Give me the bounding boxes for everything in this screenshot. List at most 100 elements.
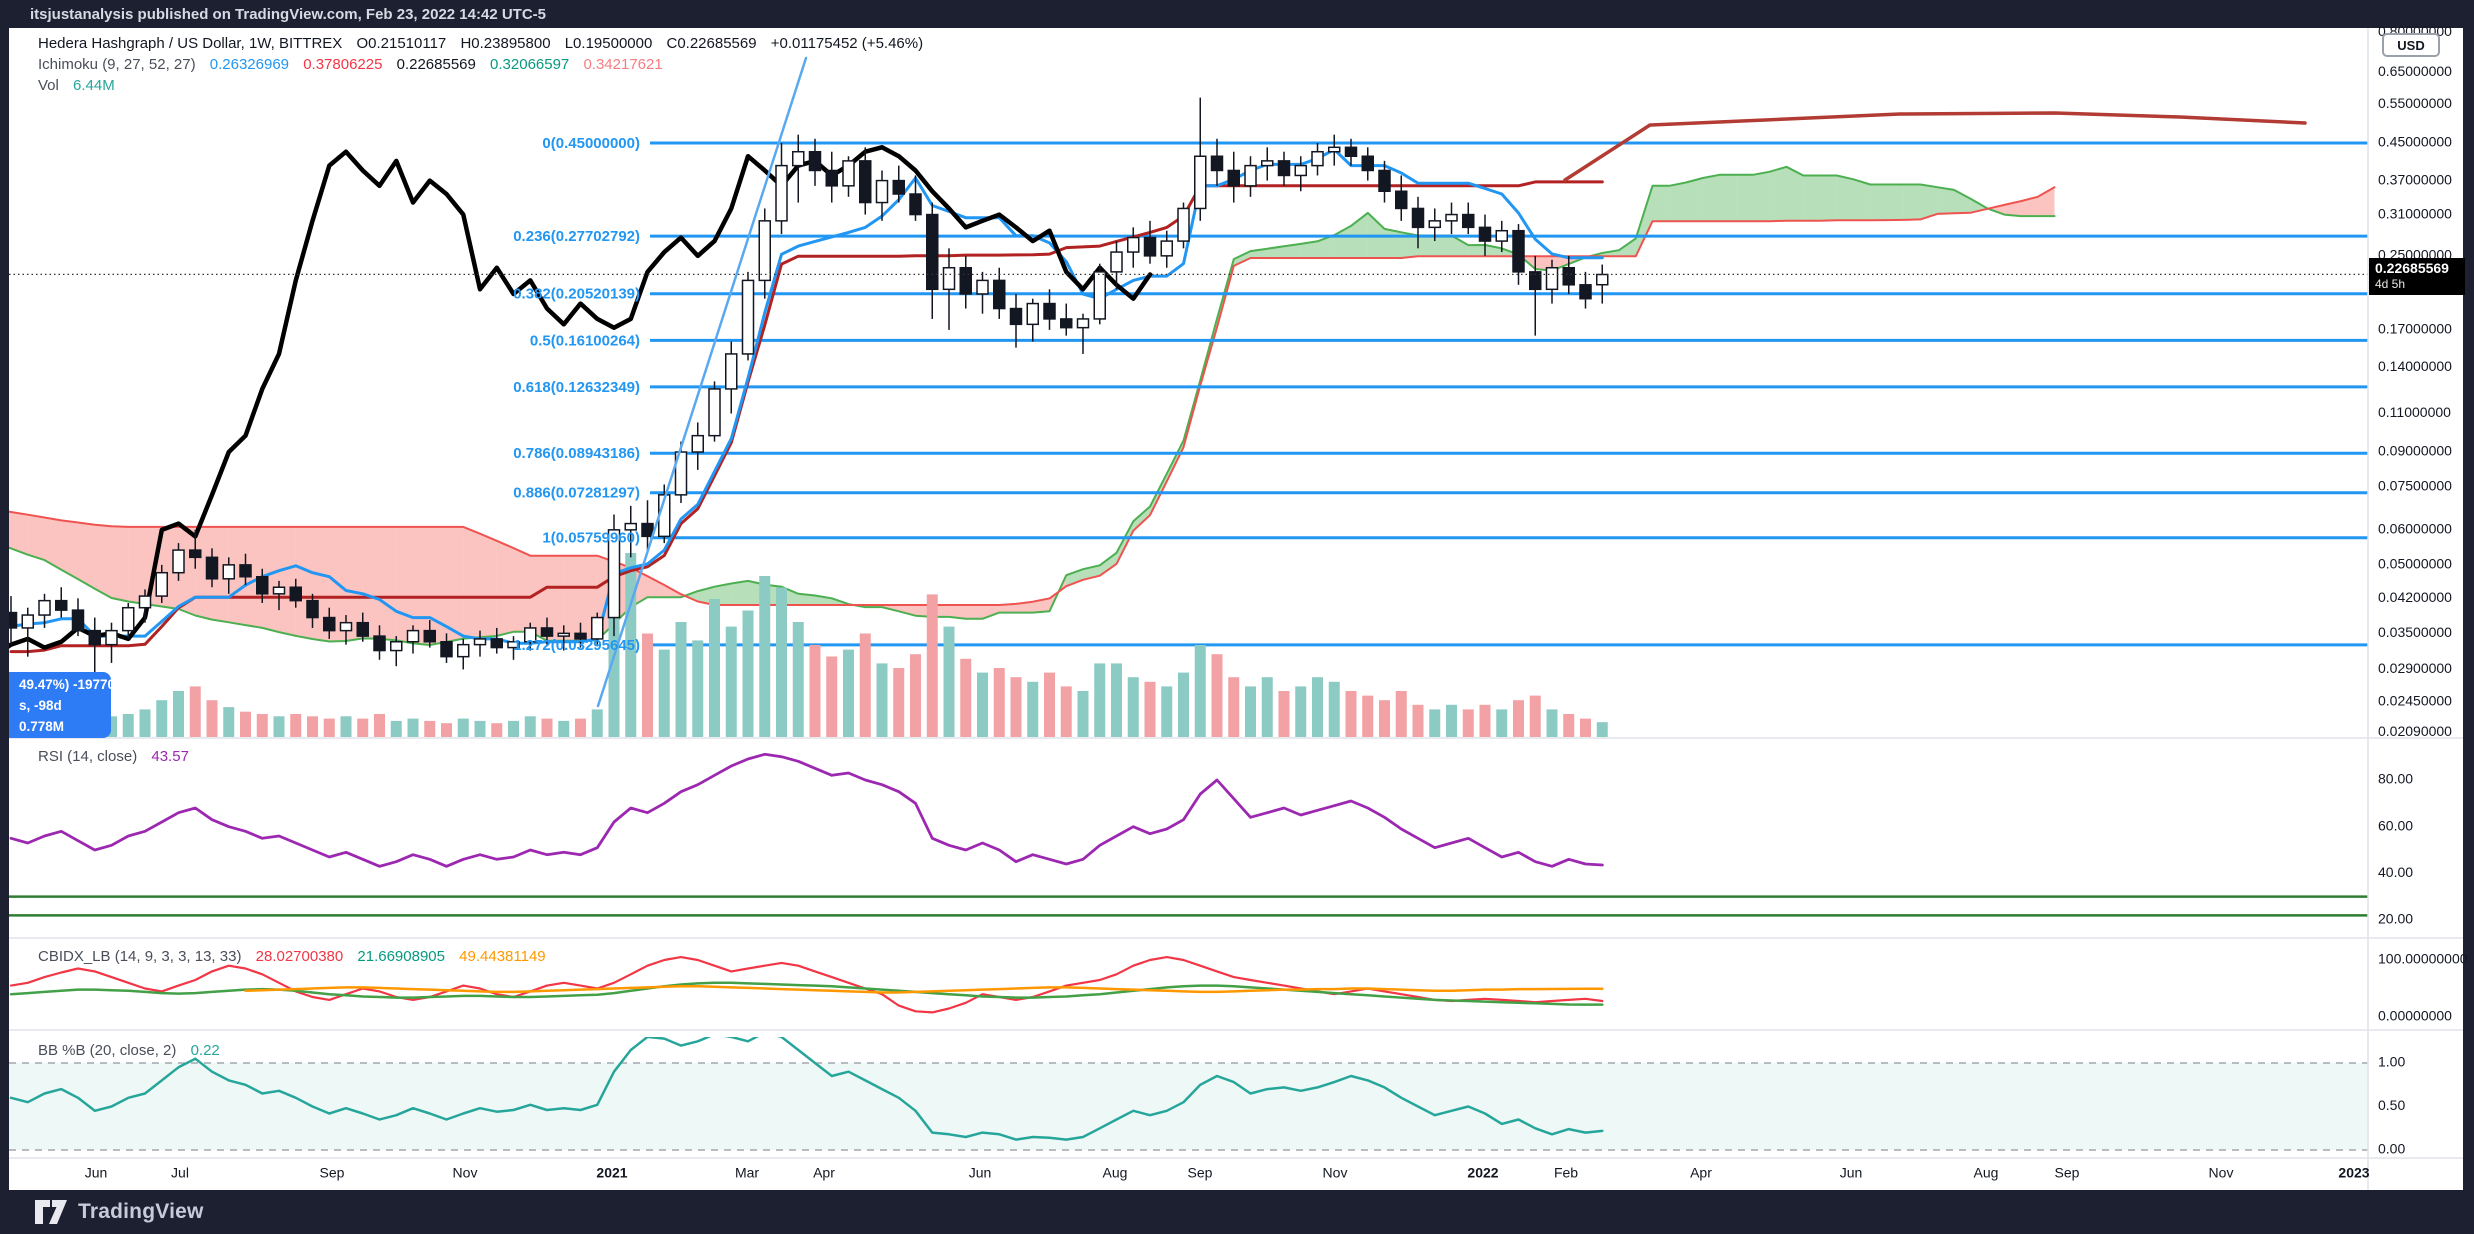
volume-value: 6.44M bbox=[73, 77, 115, 94]
main-pane[interactable] bbox=[0, 56, 2368, 737]
candle-up bbox=[1093, 271, 1106, 320]
candle-down bbox=[205, 556, 219, 580]
symbol-title[interactable]: Hedera Hashgraph / US Dollar, 1W, BITTRE… bbox=[38, 35, 343, 52]
candle-up bbox=[1026, 302, 1039, 326]
rsi-pane[interactable] bbox=[9, 752, 2368, 917]
ohlc-open: O0.21510117 bbox=[356, 35, 447, 52]
price-scale[interactable] bbox=[2368, 28, 2463, 1158]
fib-level-label: 0.886(0.07281297) bbox=[513, 485, 640, 502]
candle-up bbox=[1261, 160, 1274, 167]
ichimoku-cloud-green bbox=[1920, 184, 1938, 220]
candle-down bbox=[1277, 160, 1291, 177]
cbidx-label[interactable]: CBIDX_LB (14, 9, 3, 3, 13, 33) bbox=[38, 948, 242, 965]
date-price-range-tool[interactable]: 49.47%) -197700 s, -98d 0.778M bbox=[9, 672, 111, 738]
ichimoku-row[interactable]: Ichimoku (9, 27, 52, 27) 0.26326969 0.37… bbox=[38, 54, 923, 75]
rsi-legend[interactable]: RSI (14, close) 43.57 bbox=[38, 748, 189, 765]
volume-bar bbox=[273, 716, 285, 737]
candle-down bbox=[1210, 155, 1224, 172]
tradingview-logo-icon[interactable] bbox=[34, 1199, 68, 1225]
volume-bar bbox=[457, 718, 469, 737]
fib-level-label: 0.786(0.08943186) bbox=[513, 445, 640, 462]
footer-bar: TradingView bbox=[0, 1190, 2474, 1234]
volume-bar bbox=[323, 718, 335, 737]
candle-down bbox=[440, 641, 453, 658]
ichimoku-cloud-red bbox=[413, 526, 430, 645]
volume-bar bbox=[1060, 686, 1072, 737]
time-scale[interactable] bbox=[9, 1158, 2368, 1190]
ichimoku-spanb-value: 0.34217621 bbox=[583, 56, 663, 73]
volume-bar bbox=[1261, 677, 1273, 737]
ichimoku-cloud-green bbox=[798, 593, 815, 605]
bbp-band bbox=[9, 1063, 2368, 1150]
price-scale-tick: 0.04200000 bbox=[2378, 589, 2452, 605]
ichimoku-cloud-red bbox=[898, 604, 916, 616]
currency-toggle-button[interactable]: USD bbox=[2382, 33, 2440, 57]
ichimoku-cloud-red bbox=[513, 548, 531, 632]
volume-label[interactable]: Vol bbox=[38, 77, 59, 94]
volume-bar bbox=[1044, 672, 1055, 737]
publish-info-bar: itsjustanalysis published on TradingView… bbox=[30, 4, 546, 26]
price-scale-tick: 0.65000000 bbox=[2378, 63, 2452, 79]
ichimoku-cloud-green bbox=[1116, 521, 1134, 564]
bbp-legend[interactable]: BB %B (20, close, 2) 0.22 bbox=[38, 1042, 220, 1059]
red-curve-drawing[interactable] bbox=[1563, 111, 2307, 182]
rsi-scale-tick: 80.00 bbox=[2378, 771, 2413, 787]
current-price-value: 0.22685569 bbox=[2375, 260, 2449, 276]
ichimoku-cloud-red bbox=[111, 526, 129, 602]
trendline-drawing[interactable] bbox=[596, 56, 808, 708]
time-axis-tick: 2022 bbox=[1467, 1165, 1498, 1181]
ichimoku-spana-value: 0.32066597 bbox=[490, 56, 570, 73]
price-scale-tick: 0.17000000 bbox=[2378, 321, 2452, 337]
price-scale-tick: 0.02900000 bbox=[2378, 660, 2452, 676]
ichimoku-cloud-green bbox=[1702, 174, 1720, 222]
candle-down bbox=[1462, 213, 1475, 229]
ichimoku-label[interactable]: Ichimoku (9, 27, 52, 27) bbox=[38, 56, 196, 73]
ichimoku-cloud-green bbox=[1233, 251, 1251, 266]
ichimoku-cloud-green bbox=[1133, 506, 1150, 531]
volume-bar bbox=[1077, 691, 1089, 737]
volume-bar bbox=[223, 707, 235, 737]
candle-down bbox=[1512, 229, 1525, 273]
candle-up bbox=[1596, 273, 1609, 286]
volume-bar bbox=[943, 626, 955, 737]
tradingview-brand-text[interactable]: TradingView bbox=[78, 1200, 204, 1223]
ichimoku-cloud-green bbox=[1887, 184, 1904, 221]
time-axis-tick: Jun bbox=[1840, 1165, 1863, 1181]
ichimoku-cloud-red bbox=[530, 555, 547, 641]
candle-up bbox=[507, 641, 520, 649]
candle-up bbox=[272, 586, 286, 595]
bbp-label[interactable]: BB %B (20, close, 2) bbox=[38, 1042, 177, 1059]
ichimoku-span-b-line bbox=[9, 186, 2056, 606]
volume-bar bbox=[608, 610, 620, 737]
volume-bar bbox=[1462, 709, 1474, 737]
bbp-pane[interactable] bbox=[9, 1033, 2368, 1151]
volume-bar bbox=[1144, 681, 1156, 737]
candle-down bbox=[825, 169, 838, 187]
ichimoku-cloud-green bbox=[1401, 232, 1418, 258]
candle-down bbox=[892, 179, 905, 195]
time-axis-tick: Jun bbox=[85, 1165, 108, 1181]
cbidx-pane[interactable] bbox=[9, 955, 1604, 1014]
ichimoku-cloud-red bbox=[1016, 601, 1033, 613]
candle-down bbox=[540, 627, 554, 637]
symbol-row[interactable]: Hedera Hashgraph / US Dollar, 1W, BITTRE… bbox=[38, 33, 923, 54]
rsi-label[interactable]: RSI (14, close) bbox=[38, 748, 138, 765]
candle-up bbox=[725, 353, 738, 390]
time-axis-tick: 2023 bbox=[2338, 1165, 2369, 1181]
candle-up bbox=[38, 599, 51, 616]
candle-down bbox=[909, 193, 922, 216]
time-axis-tick: Nov bbox=[1323, 1165, 1348, 1181]
volume-row[interactable]: Vol 6.44M bbox=[38, 75, 923, 96]
candle-down bbox=[1361, 155, 1374, 172]
candle-down bbox=[289, 586, 302, 602]
candle-down bbox=[808, 150, 822, 172]
volume-bar bbox=[926, 594, 938, 737]
volume-bar bbox=[826, 656, 838, 737]
volume-bar bbox=[541, 718, 553, 737]
price-scale-tick: 0.45000000 bbox=[2378, 134, 2452, 150]
volume-bar bbox=[558, 720, 570, 737]
cbidx-legend[interactable]: CBIDX_LB (14, 9, 3, 3, 13, 33) 28.027003… bbox=[38, 948, 546, 965]
fib-level-label: 0.382(0.20520139) bbox=[513, 286, 640, 303]
ichimoku-cloud-green bbox=[1769, 166, 1787, 222]
